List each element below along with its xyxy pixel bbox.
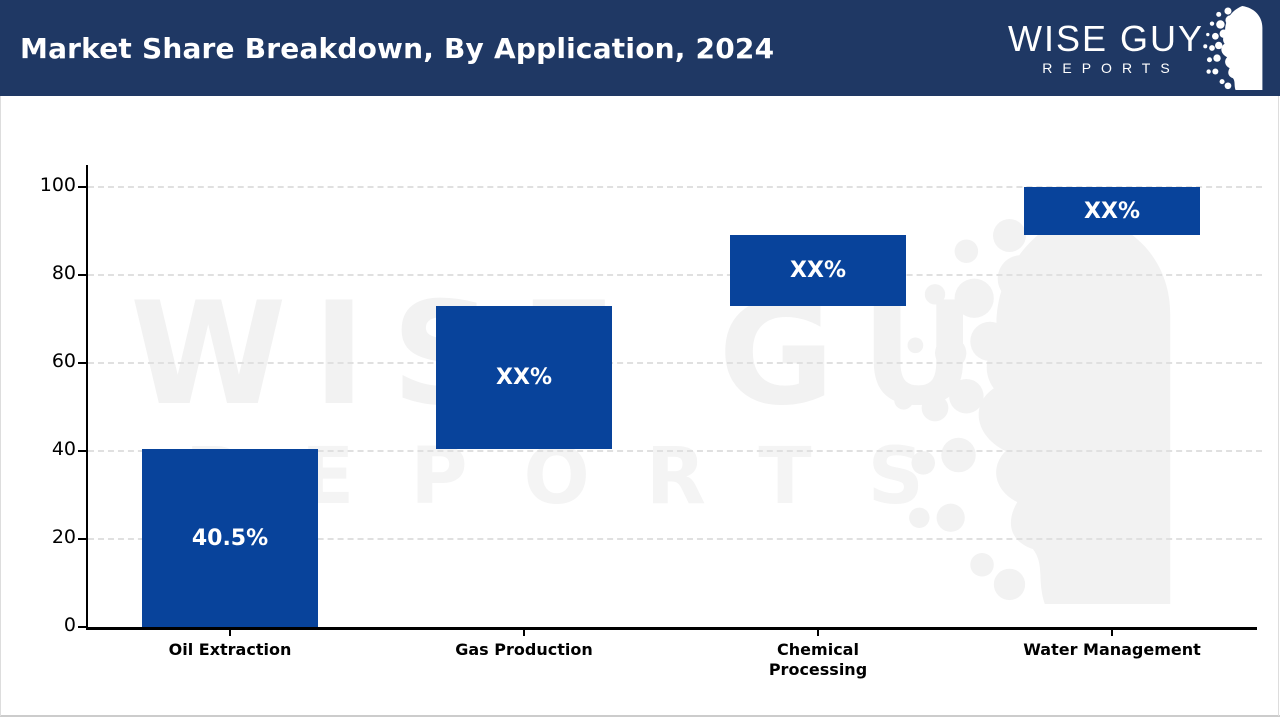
- gridline-80: [88, 274, 1262, 276]
- gridline-40: [88, 450, 1262, 452]
- gridline-20: [88, 538, 1262, 540]
- y-tick-mark-100: [78, 186, 86, 188]
- y-tick-mark-0: [78, 626, 86, 628]
- y-axis-line: [86, 165, 88, 629]
- gridline-100: [88, 186, 1262, 188]
- bar-chemical-processing: XX%: [730, 235, 906, 306]
- watermark-head-profile-icon: [894, 212, 1171, 604]
- x-tick-mark-gas-production: [523, 630, 525, 636]
- x-axis-line: [86, 627, 1257, 630]
- logo-head-profile-icon: [1203, 6, 1263, 90]
- x-category-label-gas-production: Gas Production: [455, 640, 593, 659]
- bar-value-label: 40.5%: [191, 525, 269, 551]
- gridline-60: [88, 362, 1262, 364]
- y-tick-label-60: 60: [51, 350, 76, 372]
- x-tick-mark-chemical-processing: [817, 630, 819, 636]
- y-tick-label-0: 0: [63, 614, 76, 636]
- logo-text: WISE GUY REPORTS: [1007, 18, 1204, 76]
- y-tick-mark-80: [78, 274, 86, 276]
- x-category-label-oil-extraction: Oil Extraction: [168, 640, 292, 659]
- y-tick-label-20: 20: [51, 526, 76, 548]
- y-tick-label-40: 40: [51, 438, 76, 460]
- bar-value-label: XX%: [790, 258, 846, 283]
- logo-wiseguy-label: WISE GUY: [1007, 18, 1204, 59]
- y-tick-label-80: 80: [51, 262, 76, 284]
- bar-gas-production: XX%: [436, 306, 612, 449]
- y-tick-mark-40: [78, 450, 86, 452]
- bar-oil-extraction: 40.5%: [142, 449, 318, 627]
- y-tick-mark-60: [78, 362, 86, 364]
- logo-reports-label: REPORTS: [1042, 60, 1180, 76]
- x-tick-mark-water-management: [1111, 630, 1113, 636]
- bar-value-label: XX%: [496, 365, 552, 390]
- header: Market Share Breakdown, By Application, …: [0, 0, 1280, 96]
- x-category-label-chemical-processing: Chemical Processing: [768, 640, 868, 679]
- left-border-line: [0, 96, 1, 716]
- x-tick-mark-oil-extraction: [229, 630, 231, 636]
- bar-value-label: XX%: [1084, 198, 1140, 224]
- wiseguy-logo: WISE GUY REPORTS: [1008, 0, 1266, 96]
- bottom-border-line: [0, 715, 1280, 717]
- right-border-line: [1278, 96, 1279, 716]
- y-tick-label-100: 100: [39, 174, 76, 196]
- bar-water-management: XX%: [1024, 187, 1200, 235]
- x-category-label-water-management: Water Management: [1023, 640, 1201, 659]
- y-tick-mark-20: [78, 538, 86, 540]
- page-title: Market Share Breakdown, By Application, …: [20, 31, 775, 65]
